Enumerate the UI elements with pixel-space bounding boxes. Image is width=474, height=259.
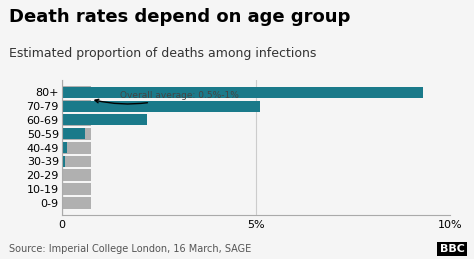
Text: Estimated proportion of deaths among infections: Estimated proportion of deaths among inf… xyxy=(9,47,317,60)
Bar xyxy=(62,114,147,126)
Text: Source: Imperial College London, 16 March, SAGE: Source: Imperial College London, 16 Marc… xyxy=(9,244,252,254)
Bar xyxy=(62,128,91,140)
Bar xyxy=(62,156,91,167)
Bar xyxy=(62,142,91,154)
Bar xyxy=(62,114,91,126)
Bar xyxy=(62,170,63,181)
Text: Overall average: 0.5%-1%: Overall average: 0.5%-1% xyxy=(95,91,239,104)
Bar xyxy=(62,128,85,139)
Bar xyxy=(62,197,91,209)
Text: BBC: BBC xyxy=(440,244,465,254)
Bar xyxy=(62,156,65,167)
Bar xyxy=(62,142,67,153)
Bar xyxy=(62,169,91,181)
Bar xyxy=(62,100,260,112)
Bar xyxy=(62,183,91,195)
Bar xyxy=(62,87,91,98)
Bar xyxy=(62,100,91,112)
Text: Death rates depend on age group: Death rates depend on age group xyxy=(9,8,351,26)
Bar xyxy=(62,87,423,98)
